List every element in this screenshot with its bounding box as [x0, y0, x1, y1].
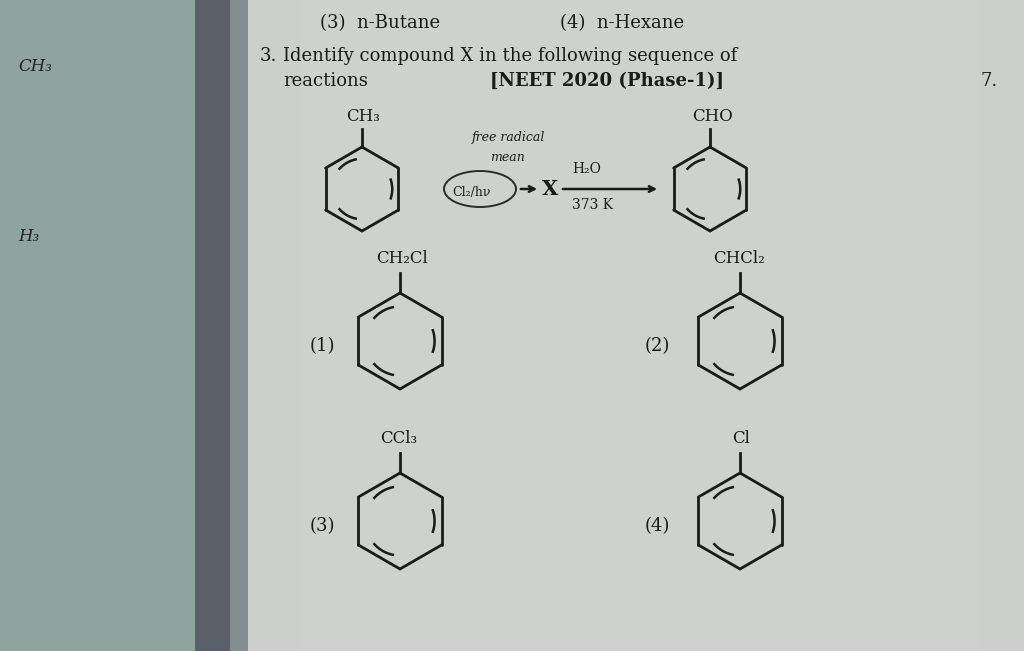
Text: X: X	[542, 179, 558, 199]
FancyBboxPatch shape	[300, 0, 980, 651]
Text: Cl₂/hν: Cl₂/hν	[452, 186, 490, 199]
Text: CHCl₂: CHCl₂	[713, 250, 765, 267]
FancyBboxPatch shape	[195, 0, 240, 651]
Text: CCl₃: CCl₃	[380, 430, 417, 447]
Text: [NEET 2020 (Phase-1)]: [NEET 2020 (Phase-1)]	[490, 72, 724, 90]
Text: Cl: Cl	[732, 430, 750, 447]
Text: CH₂Cl: CH₂Cl	[376, 250, 428, 267]
FancyBboxPatch shape	[248, 0, 1024, 651]
Text: 373 K: 373 K	[572, 198, 613, 212]
Text: CH₃: CH₃	[346, 108, 380, 125]
Text: CHO: CHO	[692, 108, 733, 125]
Text: (3): (3)	[310, 517, 336, 535]
Text: reactions: reactions	[283, 72, 368, 90]
Text: (4)  n-Hexane: (4) n-Hexane	[560, 14, 684, 32]
Text: (1): (1)	[310, 337, 336, 355]
Text: H₃: H₃	[18, 228, 39, 245]
Text: mean: mean	[490, 151, 524, 164]
FancyBboxPatch shape	[215, 0, 1024, 651]
Text: (3)  n-Butane: (3) n-Butane	[319, 14, 440, 32]
Text: (2): (2)	[645, 337, 671, 355]
Text: free radical: free radical	[472, 131, 546, 144]
Text: Identify compound X in the following sequence of: Identify compound X in the following seq…	[283, 47, 737, 65]
FancyBboxPatch shape	[0, 0, 260, 651]
Text: 7.: 7.	[980, 72, 997, 90]
FancyBboxPatch shape	[230, 0, 250, 651]
Text: 3.: 3.	[260, 47, 278, 65]
Text: H₂O: H₂O	[572, 162, 601, 176]
Text: (4): (4)	[645, 517, 671, 535]
Text: CH₃: CH₃	[18, 58, 52, 75]
